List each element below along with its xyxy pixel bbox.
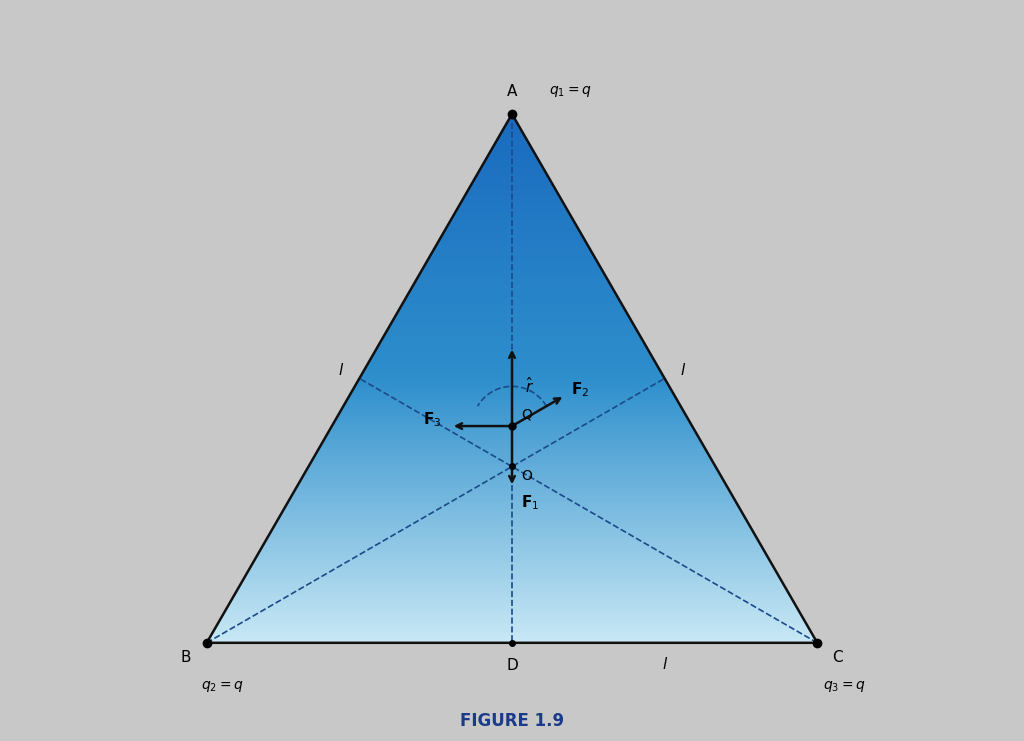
Text: $l$: $l$ <box>680 362 686 379</box>
Text: $\mathbf{F}_3$: $\mathbf{F}_3$ <box>423 411 441 429</box>
Text: Q: Q <box>521 407 532 421</box>
Text: B: B <box>181 651 191 665</box>
Text: A: A <box>507 84 517 99</box>
Text: $l$: $l$ <box>662 656 668 671</box>
Text: $q_2=q$: $q_2=q$ <box>201 679 244 694</box>
Text: O: O <box>521 469 532 483</box>
Text: $l$: $l$ <box>338 362 344 379</box>
Text: $q_1=q$: $q_1=q$ <box>549 84 591 99</box>
Text: $\hat{r}$: $\hat{r}$ <box>525 376 535 396</box>
Text: C: C <box>833 651 843 665</box>
Text: $\mathbf{F}_2$: $\mathbf{F}_2$ <box>571 380 589 399</box>
Text: $\mathbf{F}_1$: $\mathbf{F}_1$ <box>521 494 540 512</box>
Text: FIGURE 1.9: FIGURE 1.9 <box>460 711 564 729</box>
Text: D: D <box>506 658 518 673</box>
Text: $q_3=q$: $q_3=q$ <box>823 679 866 694</box>
